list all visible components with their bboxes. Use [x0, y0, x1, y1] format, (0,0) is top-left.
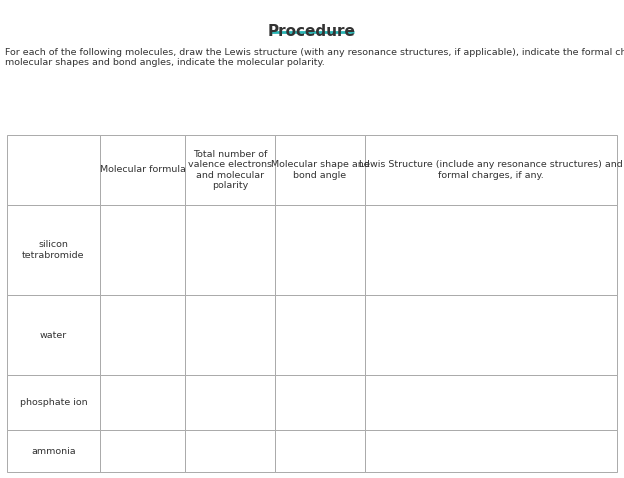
Bar [185, 430, 275, 472]
Bar [275, 205, 365, 295]
Bar [365, 135, 617, 205]
Text: Total number of
valence electrons
and molecular
polarity: Total number of valence electrons and mo… [188, 150, 272, 190]
Bar [185, 375, 275, 430]
Bar [7, 375, 100, 430]
Bar [185, 135, 275, 205]
Bar [365, 430, 617, 472]
Bar [7, 135, 100, 205]
Bar [185, 205, 275, 295]
Bar [275, 375, 365, 430]
Bar [275, 295, 365, 375]
Text: water: water [40, 330, 67, 339]
Text: For each of the following molecules, draw the Lewis structure (with any resonanc: For each of the following molecules, dra… [5, 48, 624, 67]
Bar [275, 430, 365, 472]
Bar [365, 375, 617, 430]
Bar [185, 295, 275, 375]
Bar [100, 375, 185, 430]
Text: Lewis Structure (include any resonance structures) and
formal charges, if any.: Lewis Structure (include any resonance s… [359, 160, 623, 180]
Bar [100, 430, 185, 472]
Text: Procedure: Procedure [268, 24, 356, 39]
Bar [7, 295, 100, 375]
Bar [100, 295, 185, 375]
Bar [365, 295, 617, 375]
Text: ammonia: ammonia [31, 446, 76, 456]
Bar [7, 430, 100, 472]
Bar [365, 205, 617, 295]
Bar [7, 205, 100, 295]
Text: Molecular shape and
bond angle: Molecular shape and bond angle [271, 160, 369, 180]
Text: phosphate ion: phosphate ion [20, 398, 87, 407]
Bar [100, 205, 185, 295]
Bar [275, 135, 365, 205]
Bar [100, 135, 185, 205]
Text: Molecular formula: Molecular formula [100, 165, 185, 174]
Text: silicon
tetrabromide: silicon tetrabromide [22, 240, 85, 260]
